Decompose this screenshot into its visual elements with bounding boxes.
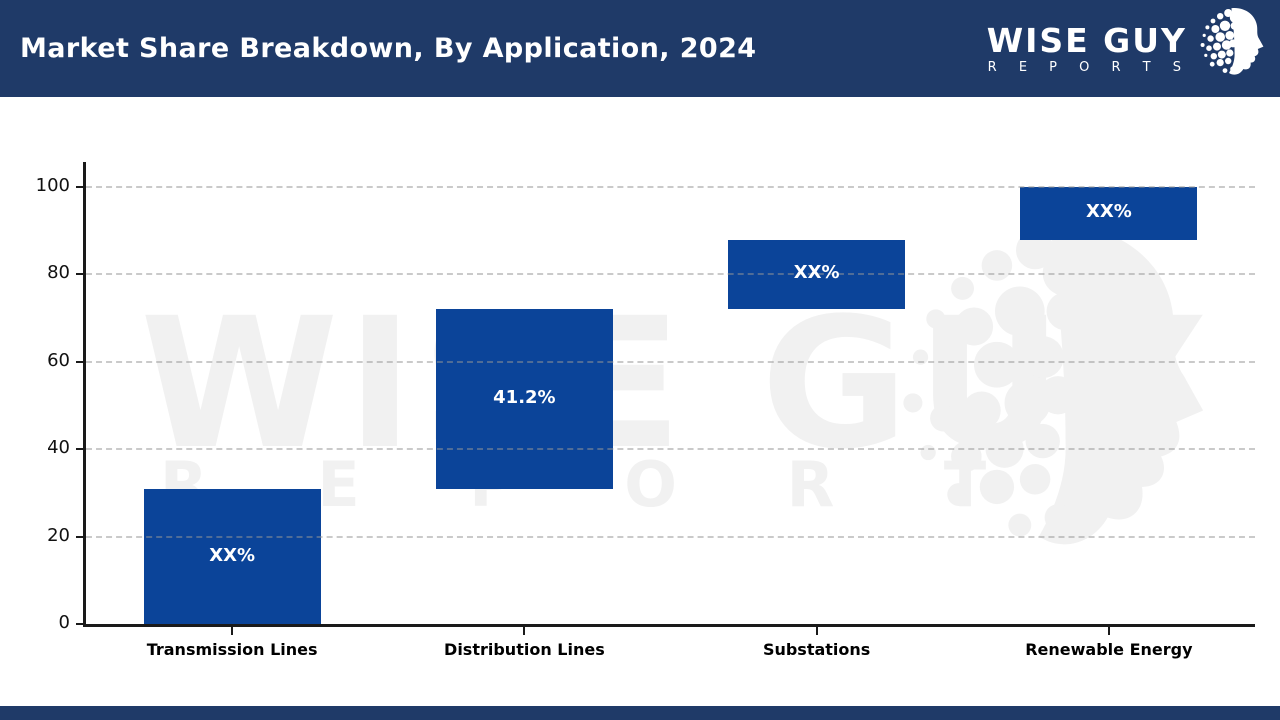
y-tick-label-0: 0	[58, 612, 70, 633]
bar-value-label: 41.2%	[493, 387, 556, 409]
x-category-label: Renewable Energy	[1025, 640, 1193, 659]
y-axis	[83, 162, 86, 627]
y-tick-80	[76, 273, 85, 275]
y-tick-0	[76, 623, 85, 625]
x-tick-0	[231, 627, 234, 635]
x-category-label: Distribution Lines	[444, 640, 605, 659]
y-tick-label-80: 80	[47, 262, 70, 283]
y-tick-40	[76, 448, 85, 450]
gridline-40	[86, 448, 1255, 450]
x-tick-3	[1107, 627, 1110, 635]
logo-text: WISE GUY R E P O R T S	[984, 24, 1190, 75]
y-tick-label-60: 60	[47, 349, 70, 371]
gridline-20	[86, 535, 1255, 538]
watermark-face-icon	[903, 226, 1204, 545]
footer-bar	[0, 706, 1280, 720]
x-category-label: Transmission Lines	[146, 640, 318, 659]
page-title: Market Share Breakdown, By Application, …	[20, 33, 757, 64]
gridline-100	[86, 185, 1255, 188]
x-tick-1	[523, 627, 526, 635]
x-category-label: Substations	[762, 640, 871, 659]
bar-transmission-lines	[143, 489, 321, 624]
bar-value-label: XX%	[209, 544, 256, 566]
y-tick-label-40: 40	[47, 437, 70, 458]
logo-face-icon	[1200, 7, 1264, 75]
logo-wordmark: WISE GUY	[986, 20, 1187, 60]
y-tick-label-100: 100	[35, 174, 70, 196]
gridline-60	[86, 360, 1255, 363]
bar-value-label: XX%	[1085, 201, 1132, 223]
y-tick-label-20: 20	[47, 524, 70, 546]
logo-subtext: R E P O R T S	[987, 59, 1190, 75]
y-tick-20	[76, 535, 85, 538]
x-axis	[83, 624, 1255, 627]
bar-value-label: XX%	[793, 262, 840, 284]
bar-renewable-energy	[1020, 186, 1198, 240]
gridline-80	[86, 273, 1255, 275]
wiseguy-logo: WISE GUY R E P O R T S	[984, 4, 1274, 94]
x-tick-2	[815, 627, 818, 635]
header: Market Share Breakdown, By Application, …	[0, 0, 1280, 97]
y-tick-100	[76, 185, 85, 188]
bar-distribution-lines	[435, 309, 613, 490]
y-tick-60	[76, 360, 85, 363]
